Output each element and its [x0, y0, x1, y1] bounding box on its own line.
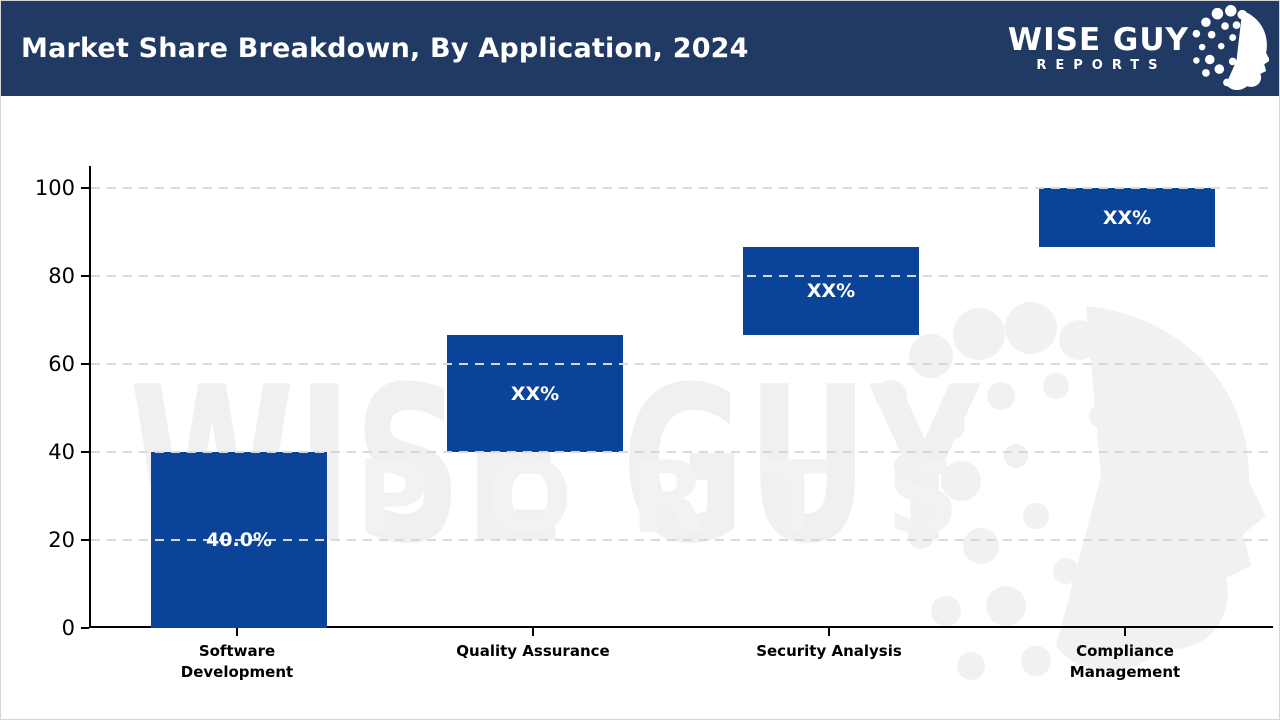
bar-value-label-1: XX% [510, 382, 560, 405]
x-category-line: Management [1069, 663, 1181, 681]
y-tick-mark-60 [81, 363, 89, 365]
y-tick-label-0: 0 [61, 616, 75, 640]
header-bar: Market Share Breakdown, By Application, … [1, 1, 1279, 96]
bar-2 [743, 247, 919, 336]
brand-tagline: REPORTS [1036, 57, 1167, 73]
x-category-line: Compliance [1076, 642, 1174, 660]
x-category-line: Development [180, 663, 294, 681]
page-title: Market Share Breakdown, By Application, … [21, 33, 749, 64]
y-tick-mark-20 [81, 539, 89, 541]
x-category-line: Security Analysis [756, 642, 902, 660]
gridline-60 [91, 363, 1273, 365]
x-category-label-0: Software Development [90, 641, 384, 683]
y-tick-label-20: 20 [48, 528, 75, 552]
gridline-80 [91, 275, 1273, 277]
y-tick-mark-40 [81, 451, 89, 453]
bar-3 [1039, 188, 1215, 248]
bar-value-label-2: XX% [806, 280, 856, 303]
y-tick-label-40: 40 [48, 440, 75, 464]
y-tick-mark-100 [81, 187, 89, 189]
y-tick-label-100: 100 [34, 176, 75, 200]
gridline-20 [91, 539, 1273, 541]
x-category-label-2: Security Analysis [682, 641, 976, 662]
x-tick-mark-2 [828, 628, 830, 636]
gridline-100 [91, 187, 1273, 189]
x-tick-mark-1 [532, 628, 534, 636]
y-tick-label-60: 60 [48, 352, 75, 376]
x-category-label-3: Compliance Management [978, 641, 1272, 683]
y-tick-mark-80 [81, 275, 89, 277]
x-category-label-1: Quality Assurance [386, 641, 680, 662]
x-category-line: Software [198, 642, 276, 660]
brand-wordmark: WISE GUY REPORTS [1007, 21, 1189, 73]
bar-value-label-3: XX% [1102, 206, 1152, 229]
brand-face-icon [1192, 4, 1269, 90]
x-category-line: Quality Assurance [456, 642, 610, 660]
y-tick-mark-0 [81, 627, 89, 629]
bar-1 [447, 335, 623, 452]
gridline-40 [91, 451, 1273, 453]
bar-value-label-0: 40.0% [206, 529, 272, 551]
brand-name: WISE GUY [1007, 21, 1189, 58]
x-tick-mark-3 [1124, 628, 1126, 636]
plot-area: 40.0% XX% XX% XX% [89, 166, 1273, 628]
x-tick-mark-0 [236, 628, 238, 636]
y-tick-label-80: 80 [48, 264, 75, 288]
brand-logo: WISE GUY REPORTS [1008, 1, 1269, 96]
